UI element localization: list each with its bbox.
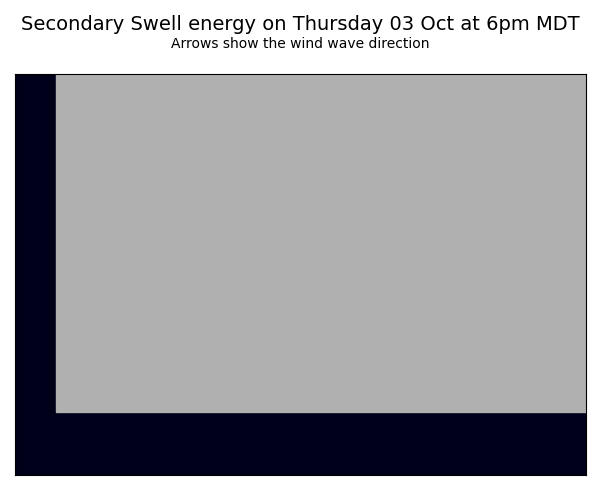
Text: Secondary Swell energy on Thursday 03 Oct at 6pm MDT: Secondary Swell energy on Thursday 03 Oc… — [21, 15, 580, 34]
Text: Arrows show the wind wave direction: Arrows show the wind wave direction — [171, 37, 430, 51]
Bar — [56, 74, 586, 412]
